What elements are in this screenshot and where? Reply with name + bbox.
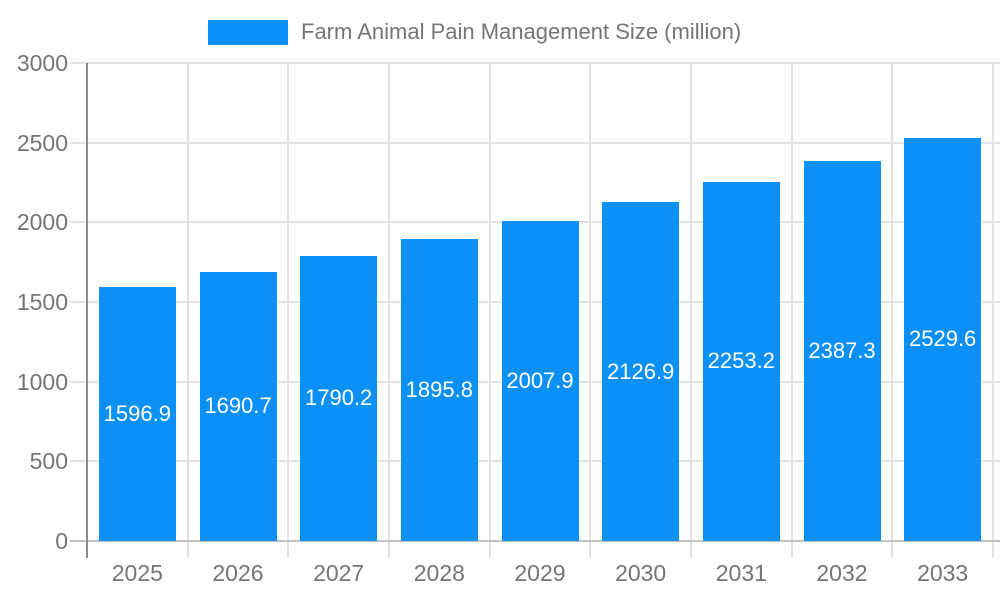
y-axis-tick-label: 2500 [16,129,68,156]
bar-2026 [199,271,277,541]
bar-2033 [904,137,982,541]
bar-value-label: 2253.2 [707,348,775,374]
gridline-v [186,63,189,558]
gridline-v [589,63,592,558]
gridline-v [891,63,894,558]
gridline-v [790,63,793,558]
bar-2028 [400,238,478,541]
x-axis-tick-label: 2026 [212,560,264,586]
bar-2025 [98,286,176,541]
y-axis-tick-label: 0 [55,528,68,554]
bar-value-label: 2126.9 [607,358,675,384]
gridline-v [690,63,692,558]
x-axis-tick-label: 2030 [615,560,667,586]
x-axis-line [70,540,1000,542]
y-axis-tick-label: 1500 [16,289,68,315]
gridline-v [488,63,491,558]
bar-2032 [803,160,881,541]
bar-value-label: 2529.6 [909,326,977,352]
legend-swatch [208,19,288,45]
x-axis-tick-label: 2032 [816,560,868,586]
bar-value-label: 1895.8 [405,376,473,402]
gridline-v [992,63,994,558]
legend[interactable]: Farm Animal Pain Management Size (millio… [208,19,741,45]
y-axis-tick-label: 2000 [16,209,68,236]
bar-value-label: 1690.7 [204,393,272,419]
legend-label: Farm Animal Pain Management Size (millio… [301,19,742,44]
y-axis-tick-label: 1000 [16,368,68,395]
bar-value-label: 1596.9 [103,400,171,426]
bar-value-label: 2387.3 [808,337,876,363]
bar-2027 [300,255,378,541]
bar-2030 [602,202,680,541]
y-axis-tick-label: 500 [29,448,68,475]
x-axis-tick-label: 2033 [917,560,969,586]
y-axis-line [86,63,88,558]
x-axis-tick-label: 2028 [413,560,465,586]
gridline-v [388,63,390,558]
bar-2029 [501,221,579,541]
bar-value-label: 2007.9 [506,368,574,394]
gridline-h [70,141,1000,144]
bar-value-label: 1790.2 [305,385,373,411]
gridline-v [287,63,290,558]
x-axis-tick-label: 2029 [514,560,566,586]
gridline-h [70,62,1000,64]
x-axis-tick-label: 2025 [111,560,163,586]
y-axis-tick-label: 3000 [16,50,68,76]
x-axis-tick-label: 2027 [313,560,365,586]
bar-2031 [702,181,780,541]
x-axis-tick-label: 2031 [715,560,767,586]
